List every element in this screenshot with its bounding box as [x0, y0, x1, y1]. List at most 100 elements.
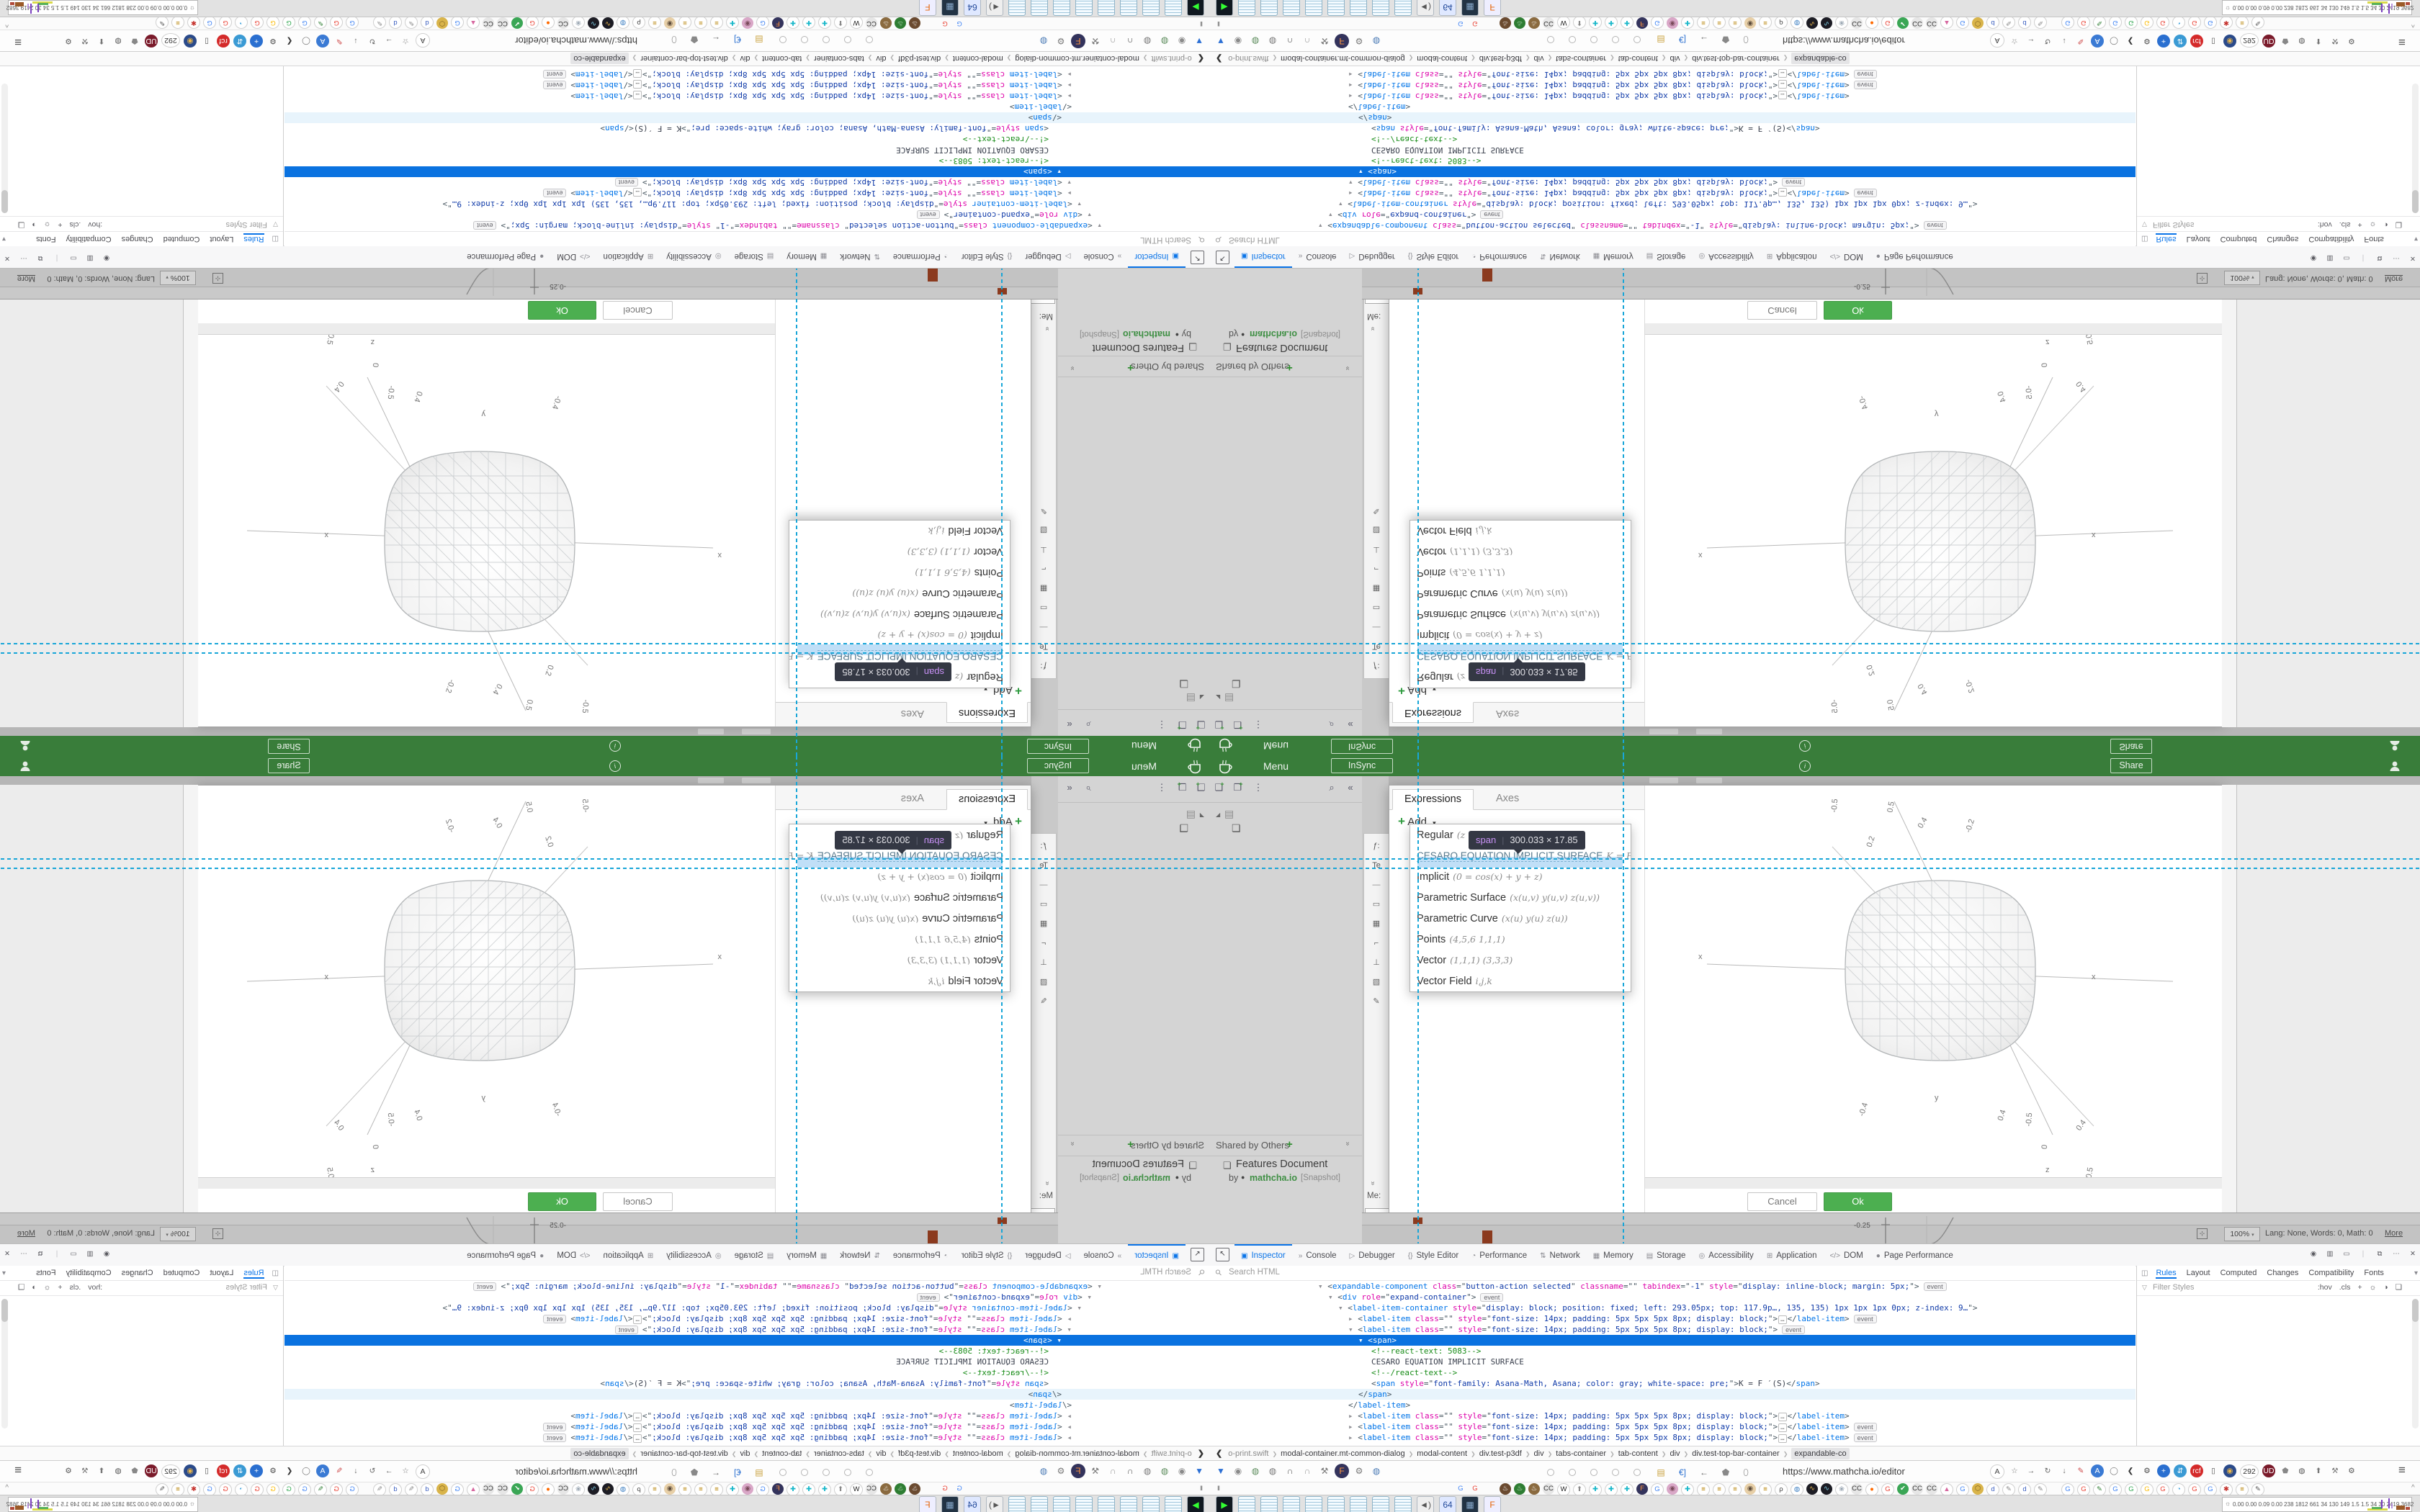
- graph-3d-preview[interactable]: x x y -0.4 0.4 -0.5 0 z 0.4 0.5 0.5 0.4 0.2 -0.2 -0.5: [197, 333, 775, 726]
- icon-chip[interactable]: ❮: [286, 1467, 293, 1475]
- icon-chip[interactable]: G: [1458, 1485, 1464, 1493]
- icon-chip[interactable]: [1590, 1469, 1597, 1476]
- breadcrumb-list[interactable]: o-print.swift❯modal-container.mt-common-…: [1228, 53, 1850, 66]
- icon-chip[interactable]: [1305, 0, 1322, 16]
- nav-mid-icons[interactable]: ▤ €] ← ⬟ ⬯: [1540, 1465, 1756, 1480]
- icon-chip[interactable]: ∩: [1109, 1466, 1116, 1476]
- markup-line[interactable]: ▸ <label-item class="" style="font-size:…: [1210, 1313, 2136, 1324]
- icon-chip[interactable]: F: [1484, 1496, 1501, 1512]
- icon-chip[interactable]: ▼: [1216, 36, 1225, 46]
- more-tabs-icon[interactable]: ▾: [2, 235, 6, 243]
- icon-chip[interactable]: 64: [964, 0, 981, 16]
- markup-line[interactable]: ▸ <label-item class="" style="font-size:…: [284, 69, 1210, 80]
- mathcha-logo-icon[interactable]: [1217, 737, 1234, 753]
- devtools-tab-accessibility[interactable]: ◎ Accessibility: [1692, 1244, 1760, 1266]
- menu-item[interactable]: Implicit(0 = cos(x) + y + z): [789, 866, 1010, 887]
- icon-chip[interactable]: ‖: [1200, 1485, 1203, 1493]
- icon-chip[interactable]: 292: [2240, 33, 2259, 48]
- icon-chip[interactable]: [1612, 1469, 1619, 1476]
- icon-chip[interactable]: ◍: [1268, 36, 1277, 46]
- markup-line[interactable]: ▾ <span>: [1210, 166, 2136, 177]
- zoom-select[interactable]: 100% ▾: [2224, 271, 2260, 285]
- markup-line[interactable]: ▸ <label-item class="" style="font-size:…: [284, 1432, 1210, 1443]
- fullscreen-icon[interactable]: ⊹: [2197, 273, 2208, 284]
- menu-item[interactable]: Points(4,5,6 1,1,1): [1410, 929, 1631, 950]
- add-shared-icon[interactable]: +: [1127, 1138, 1134, 1151]
- icon-chip[interactable]: ▲: [1940, 1483, 1953, 1496]
- icon-chip[interactable]: ⧉: [37, 1250, 43, 1258]
- icon-chip[interactable]: ⚙: [65, 37, 72, 45]
- event-badge[interactable]: event: [543, 1434, 567, 1442]
- markup-line[interactable]: </label-item>: [1348, 1400, 1411, 1410]
- breadcrumb-item[interactable]: tabs-container: [813, 54, 864, 63]
- icon-chip[interactable]: ⚙: [2348, 37, 2355, 45]
- devtools-tab-performance[interactable]: ◔ Performance: [1465, 1244, 1533, 1266]
- icon-chip[interactable]: ◉: [1234, 36, 1242, 46]
- icon-chip[interactable]: ⌐: [1041, 939, 1047, 948]
- icon-chip[interactable]: ↓: [354, 1467, 358, 1475]
- breadcrumb-item[interactable]: div.test-p3df: [898, 1449, 941, 1458]
- zoom-select[interactable]: 100% ▾: [2224, 1227, 2260, 1241]
- icon-chip[interactable]: ⚒: [1091, 36, 1100, 46]
- devtools-tab-style-editor[interactable]: {} Style Editor: [955, 1244, 1019, 1266]
- devtools-tab-console[interactable]: » Console: [1077, 1244, 1128, 1266]
- icon-chip[interactable]: [1547, 1469, 1554, 1476]
- icon-chip[interactable]: ≡: [710, 16, 723, 29]
- icon-chip[interactable]: [1283, 0, 1300, 16]
- devtools-tab-storage[interactable]: ▤ Storage: [1640, 246, 1693, 268]
- shared-by-others-section[interactable]: Shared by Others + »: [1210, 356, 1362, 377]
- devtools-tabs[interactable]: ▣ Inspector» Console ▷ Debugger{} Style Edito…: [460, 246, 1186, 268]
- document-title[interactable]: Features Document: [1236, 1158, 1328, 1170]
- mathcha-logo-icon[interactable]: [1217, 759, 1234, 775]
- icon-chip[interactable]: [1260, 0, 1278, 16]
- icon-chip[interactable]: G: [346, 16, 359, 29]
- hamburger-menu-icon[interactable]: ≡: [2398, 35, 2406, 49]
- icon-chip[interactable]: ▦: [1039, 584, 1048, 593]
- devtools-tab-console[interactable]: » Console: [1292, 1244, 1343, 1266]
- tab-expressions[interactable]: Expressions: [946, 702, 1028, 723]
- info-icon[interactable]: i: [609, 740, 621, 752]
- icon-chip[interactable]: ↓: [354, 37, 358, 45]
- icon-chip[interactable]: [1238, 1496, 1255, 1512]
- menu-button[interactable]: Menu: [1263, 760, 1289, 772]
- shared-by-others-section[interactable]: Shared by Others + »: [1058, 356, 1210, 377]
- devtools-tab-application[interactable]: ⊞ Application: [597, 1244, 660, 1266]
- event-badge[interactable]: event: [614, 1326, 638, 1334]
- icon-chip[interactable]: F: [772, 1483, 784, 1495]
- breadcrumb-item[interactable]: div: [1533, 1449, 1544, 1458]
- icon-chip[interactable]: ◉: [1667, 17, 1678, 29]
- icon-chip[interactable]: Te: [1372, 861, 1381, 870]
- account-icon[interactable]: [19, 760, 32, 773]
- icon-chip[interactable]: W: [1557, 16, 1570, 29]
- devtools-tab-inspector[interactable]: ▣ Inspector: [1128, 246, 1186, 268]
- icon-chip[interactable]: G: [1458, 19, 1464, 27]
- icon-chip[interactable]: ✎: [373, 16, 386, 29]
- icon-chip[interactable]: ◯: [302, 37, 310, 45]
- fullscreen-icon[interactable]: ⊹: [212, 273, 223, 284]
- icon-chip[interactable]: ⋮: [1157, 719, 1167, 730]
- icon-chip[interactable]: G: [1472, 1485, 1478, 1493]
- markup-line[interactable]: ▸ <label-item class="" style="font-size:…: [1210, 188, 2136, 199]
- tree-caret-icon[interactable]: ◢: [1216, 694, 1221, 701]
- markup-line[interactable]: ▾ <label-item class="" style="font-size:…: [284, 177, 1210, 188]
- icon-chip[interactable]: ⬟: [2282, 37, 2289, 45]
- rules-button[interactable]: ❏: [2395, 1283, 2402, 1292]
- tools-collapse-icon[interactable]: »: [1368, 326, 1377, 331]
- rules-button[interactable]: .cls: [69, 1283, 81, 1292]
- breadcrumb-item[interactable]: div: [740, 1449, 750, 1458]
- breadcrumb-item[interactable]: o-print.swift: [1151, 1449, 1192, 1458]
- icon-chip[interactable]: ▥: [86, 254, 94, 262]
- icon-chip[interactable]: ⚙: [1355, 36, 1363, 46]
- devtools-tab-application[interactable]: ⊞ Application: [1760, 246, 1824, 268]
- icon-chip[interactable]: ●: [1865, 1483, 1878, 1496]
- breadcrumb-item[interactable]: expandable-co: [570, 53, 629, 64]
- account-icon[interactable]: [2388, 739, 2401, 752]
- icon-chip[interactable]: ▼: [1195, 1466, 1204, 1476]
- icon-chip[interactable]: ↓: [2062, 37, 2066, 45]
- taskbar-apps[interactable]: ▶ ◄) 64 ▦ F: [1216, 0, 1506, 16]
- breadcrumb-item[interactable]: modal-content: [1417, 1449, 1468, 1458]
- breadcrumb-item[interactable]: modal-content: [1417, 54, 1468, 63]
- icon-chip[interactable]: [1165, 1496, 1182, 1512]
- icon-chip[interactable]: UD: [2262, 35, 2275, 48]
- icon-chip[interactable]: —: [1372, 623, 1381, 631]
